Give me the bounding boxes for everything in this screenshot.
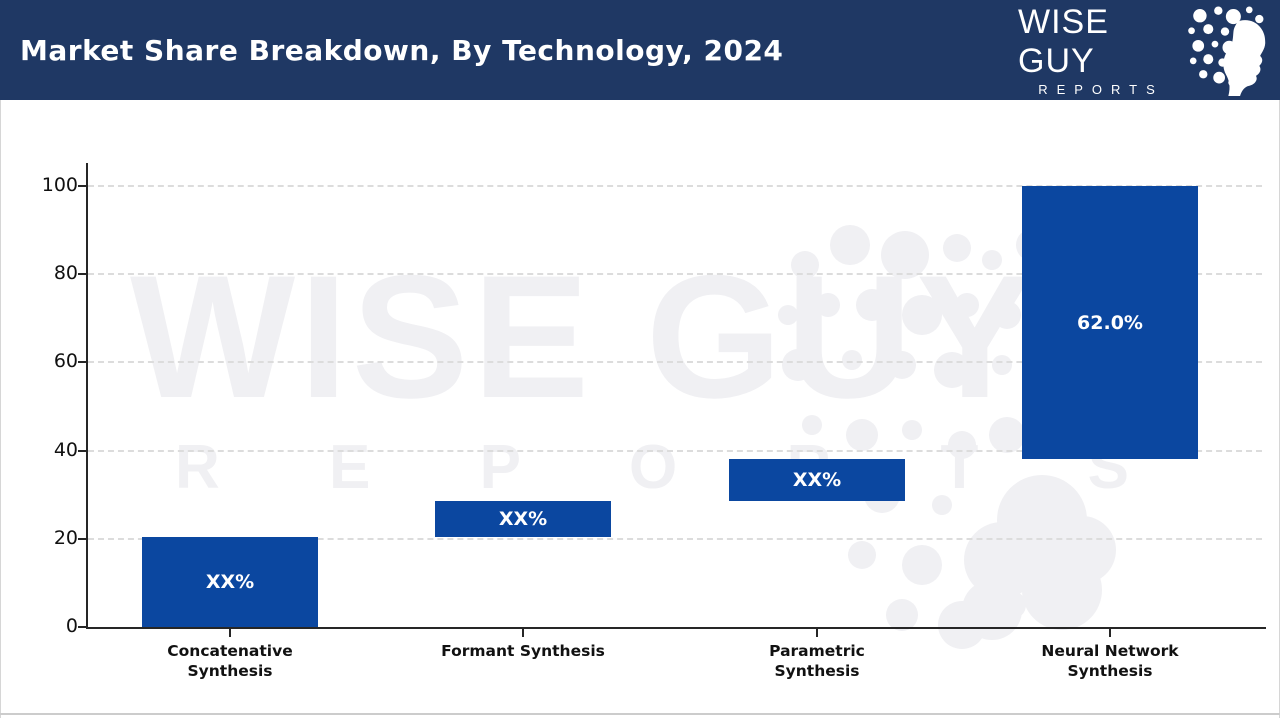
x-tick-label: Concatenative Synthesis [167, 642, 293, 680]
x-axis-tick [522, 629, 524, 637]
y-tick-label: 60 [53, 350, 78, 373]
x-axis-tick [816, 629, 818, 637]
brand-logo: WISE GUY REPORTS [1018, 3, 1268, 97]
y-tick-label: 0 [65, 615, 78, 637]
bar-1: XX% [142, 536, 318, 627]
y-axis-tick [78, 185, 86, 187]
bar-value-label: 62.0% [1077, 311, 1143, 334]
brand-name: WISE GUY [1018, 3, 1109, 80]
y-axis-tick [78, 449, 86, 452]
y-tick-label: 20 [53, 526, 78, 549]
brand-subtitle: REPORTS [1038, 82, 1164, 97]
bar-4: 62.0% [1022, 186, 1198, 460]
bar-value-label: XX% [498, 507, 548, 530]
bottom-rule [0, 713, 1280, 715]
y-axis-tick [78, 537, 86, 540]
gridline-y100 [88, 185, 1262, 187]
dotted-head-icon [1188, 6, 1266, 96]
gridline-y40 [88, 449, 1262, 452]
brand-logo-text: WISE GUY REPORTS [1018, 3, 1180, 97]
chart-title: Market Share Breakdown, By Technology, 2… [20, 33, 784, 67]
gridline-y20 [88, 537, 1262, 540]
x-tick-label: Formant Synthesis [441, 642, 605, 660]
bar-value-label: XX% [792, 469, 842, 492]
y-tick-label: 100 [41, 174, 78, 196]
x-axis-tick [229, 629, 231, 637]
gridline-y80 [88, 273, 1262, 276]
x-tick-label: Parametric Synthesis [769, 642, 865, 680]
bar-3: XX% [729, 459, 905, 502]
header-bar: Market Share Breakdown, By Technology, 2… [0, 0, 1280, 100]
y-axis-tick [78, 273, 86, 276]
x-axis-line [86, 627, 1266, 629]
y-axis-tick [78, 361, 86, 364]
y-axis-line [86, 163, 88, 627]
y-axis-tick [78, 626, 86, 628]
gridline-y60 [88, 361, 1262, 364]
x-tick-label: Neural Network Synthesis [1041, 642, 1179, 680]
y-tick-label: 40 [53, 438, 78, 461]
bar-2: XX% [435, 501, 611, 537]
y-tick-label: 80 [53, 262, 78, 285]
x-axis-tick [1109, 629, 1111, 637]
bar-value-label: XX% [205, 570, 255, 593]
